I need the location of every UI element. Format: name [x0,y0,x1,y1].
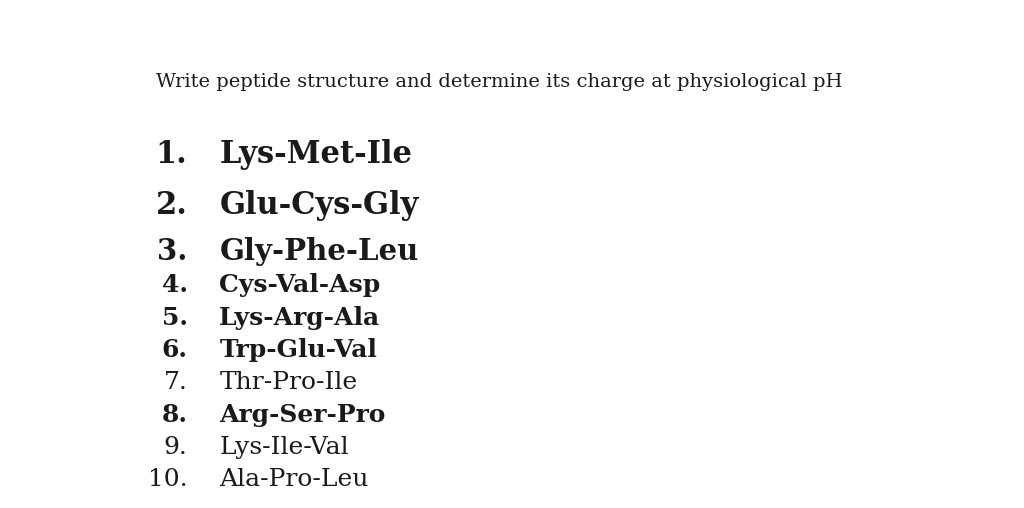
Text: 7.: 7. [164,371,187,394]
Text: Trp-Glu-Val: Trp-Glu-Val [219,338,377,362]
Text: 1.: 1. [156,139,187,170]
Text: Thr-Pro-Ile: Thr-Pro-Ile [219,371,357,394]
Text: 9.: 9. [164,436,187,459]
Text: 2.: 2. [156,190,187,221]
Text: Ala-Pro-Leu: Ala-Pro-Leu [219,468,369,491]
Text: Arg-Ser-Pro: Arg-Ser-Pro [219,403,386,427]
Text: Lys-Ile-Val: Lys-Ile-Val [219,436,349,459]
Text: Glu-Cys-Gly: Glu-Cys-Gly [219,190,419,221]
Text: Gly-Phe-Leu: Gly-Phe-Leu [219,237,419,266]
Text: Cys-Val-Asp: Cys-Val-Asp [219,273,381,297]
Text: 10.: 10. [147,468,187,491]
Text: 4.: 4. [162,273,187,297]
Text: 6.: 6. [162,338,187,362]
Text: Lys-Met-Ile: Lys-Met-Ile [219,139,413,170]
Text: 8.: 8. [162,403,187,427]
Text: Write peptide structure and determine its charge at physiological pH: Write peptide structure and determine it… [156,73,843,91]
Text: 3.: 3. [157,237,187,266]
Text: 5.: 5. [162,306,187,330]
Text: Lys-Arg-Ala: Lys-Arg-Ala [219,306,380,330]
